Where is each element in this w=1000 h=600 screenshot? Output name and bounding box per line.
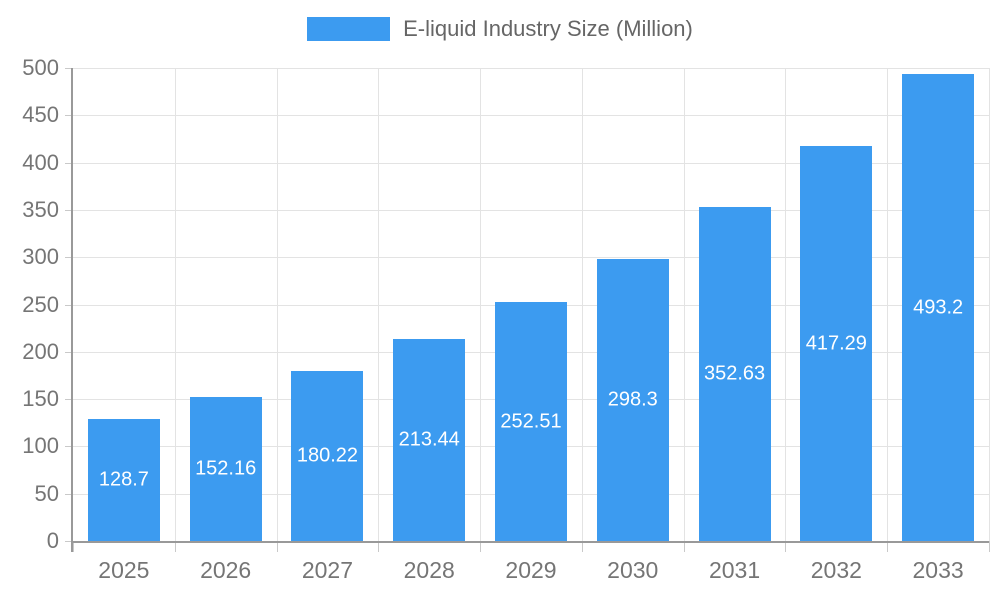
gridline-horizontal (73, 209, 989, 211)
bar (189, 397, 262, 541)
x-axis-tick (785, 541, 787, 552)
x-axis-tick (276, 541, 278, 552)
y-axis-label: 50 (34, 480, 59, 506)
y-axis-label: 200 (22, 338, 59, 364)
x-axis-label: 2026 (200, 557, 252, 583)
x-axis-label: 2032 (810, 557, 862, 583)
y-axis-label: 250 (22, 291, 59, 317)
bar-value-label: 352.63 (703, 362, 766, 385)
legend-label: E-liquid Industry Size (Million) (403, 16, 693, 41)
x-axis-label: 2029 (505, 557, 557, 583)
bar (596, 258, 669, 541)
gridline-vertical (785, 68, 787, 541)
x-axis-tick (581, 541, 583, 552)
y-axis-label: 450 (22, 102, 59, 128)
y-axis-tick (65, 162, 73, 164)
y-axis-label: 0 (46, 528, 59, 553)
bar (495, 302, 567, 541)
gridline-horizontal (73, 162, 989, 164)
gridline-horizontal (73, 257, 989, 259)
bar (393, 339, 466, 541)
y-axis-label: 350 (22, 196, 59, 222)
gridline-vertical (174, 68, 176, 541)
y-axis-tick (65, 115, 73, 117)
bar-value-label: 180.22 (296, 444, 359, 467)
x-axis-label: 2025 (98, 557, 150, 583)
x-axis-label: 2027 (301, 557, 354, 583)
x-axis-tick (887, 541, 889, 552)
gridline-vertical (989, 68, 990, 541)
y-axis-tick (65, 399, 73, 401)
bar (698, 207, 771, 541)
gridline-vertical (480, 68, 482, 541)
bar-value-label: 417.29 (805, 332, 867, 355)
legend-item[interactable]: E-liquid Industry Size (Million) (307, 17, 693, 41)
gridline-vertical (683, 68, 685, 541)
gridline-horizontal (73, 115, 989, 117)
x-axis-tick (480, 541, 482, 552)
legend: E-liquid Industry Size (Million) (0, 17, 1000, 41)
gridline-vertical (378, 68, 380, 541)
bar-value-label: 298.3 (607, 388, 658, 411)
bar-value-label: 213.44 (398, 428, 460, 451)
y-axis-tick (65, 541, 73, 542)
bar (800, 146, 873, 541)
y-axis-tick (65, 493, 73, 495)
bar-value-label: 128.7 (98, 468, 149, 491)
y-axis-tick (65, 257, 73, 259)
x-axis-tick (989, 541, 990, 552)
x-axis-tick (683, 541, 685, 552)
bar-value-label: 252.51 (500, 410, 562, 433)
gridline-horizontal (73, 68, 989, 69)
y-axis-tick (65, 209, 73, 211)
x-axis-tick (378, 541, 380, 552)
y-axis-line (71, 68, 73, 552)
bar (291, 370, 364, 541)
y-axis-label: 400 (22, 149, 59, 175)
bar-value-label: 152.16 (195, 457, 257, 480)
y-axis-tick (65, 304, 73, 306)
y-axis-label: 150 (22, 386, 59, 412)
y-axis-label: 300 (22, 244, 59, 270)
bar (87, 419, 160, 541)
x-axis-tick (73, 541, 74, 552)
y-axis-label: 500 (22, 55, 59, 80)
x-axis-label: 2033 (912, 557, 964, 583)
gridline-vertical (276, 68, 278, 541)
x-axis-label: 2031 (708, 557, 761, 583)
y-axis-label: 100 (22, 433, 59, 459)
bar (902, 74, 975, 541)
y-axis-tick (65, 351, 73, 353)
x-axis-tick (174, 541, 176, 552)
x-axis-label: 2030 (607, 557, 659, 583)
legend-swatch (307, 17, 391, 41)
y-axis-tick (65, 68, 73, 69)
y-axis-tick (65, 446, 73, 448)
x-axis-label: 2028 (403, 557, 455, 583)
bar-value-label: 493.2 (913, 296, 964, 319)
gridline-vertical (581, 68, 583, 541)
gridline-vertical (887, 68, 889, 541)
x-axis-line (71, 541, 989, 543)
